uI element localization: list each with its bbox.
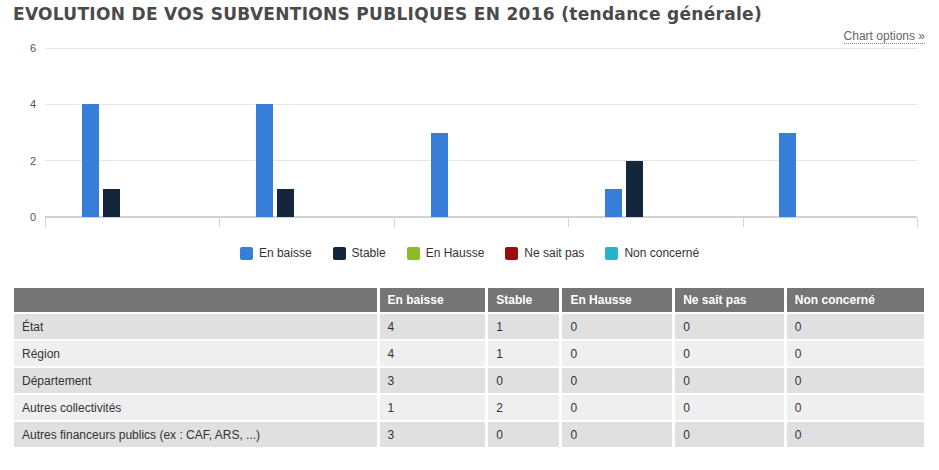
row-label: Département <box>14 368 377 395</box>
y-axis-label-4: 4 <box>14 98 36 110</box>
cell-value: 1 <box>377 395 486 422</box>
table-header-row: En baisseStableEn HausseNe sait pasNon c… <box>14 288 924 314</box>
row-label: Autres financeurs publics (ex : CAF, ARS… <box>14 422 377 449</box>
cell-value: 0 <box>672 422 784 449</box>
legend-label: Stable <box>352 246 386 260</box>
cell-value: 0 <box>672 395 784 422</box>
legend-swatch-icon <box>333 247 346 260</box>
cell-value: 0 <box>559 314 672 341</box>
bar-en-baisse-cat1[interactable] <box>82 104 99 217</box>
row-label: Région <box>14 341 377 368</box>
cell-value: 0 <box>485 368 559 395</box>
gridline-y-4 <box>45 104 917 105</box>
bar-en-baisse-cat5[interactable] <box>779 133 796 218</box>
bar-en-baisse-cat4[interactable] <box>605 189 622 217</box>
x-axis-tick <box>394 218 395 227</box>
x-axis-tick <box>219 218 220 227</box>
cell-value: 2 <box>485 395 559 422</box>
cell-value: 0 <box>784 422 924 449</box>
legend-item-en-baisse[interactable]: En baisse <box>240 246 312 260</box>
cell-value: 1 <box>485 314 559 341</box>
table-header-empty <box>14 288 377 314</box>
cell-value: 0 <box>784 368 924 395</box>
cell-value: 3 <box>377 368 486 395</box>
table-row: État41000 <box>14 314 924 341</box>
legend-swatch-icon <box>240 247 253 260</box>
legend-swatch-icon <box>605 247 618 260</box>
bar-stable-cat2[interactable] <box>277 189 294 217</box>
table-header-non-concern-: Non concerné <box>784 288 924 314</box>
y-axis-label-0: 0 <box>14 211 36 223</box>
bar-en-baisse-cat2[interactable] <box>256 104 273 217</box>
legend-item-ne-sait-pas[interactable]: Ne sait pas <box>505 246 584 260</box>
y-axis-label-2: 2 <box>14 155 36 167</box>
table-row: Autres financeurs publics (ex : CAF, ARS… <box>14 422 924 449</box>
legend-label: En Hausse <box>426 246 485 260</box>
legend-label: Non concerné <box>624 246 699 260</box>
legend-item-en-hausse[interactable]: En Hausse <box>407 246 485 260</box>
table-header-en-baisse: En baisse <box>377 288 486 314</box>
table-header-en-hausse: En Hausse <box>559 288 672 314</box>
cell-value: 0 <box>559 368 672 395</box>
x-axis-tick <box>45 218 46 227</box>
y-axis-label-6: 6 <box>14 42 36 54</box>
cell-value: 0 <box>784 395 924 422</box>
cell-value: 0 <box>672 314 784 341</box>
gridline-y-6 <box>45 48 917 49</box>
cell-value: 1 <box>485 341 559 368</box>
x-axis-tick <box>568 218 569 227</box>
legend-item-non-concern-[interactable]: Non concerné <box>605 246 699 260</box>
legend-label: En baisse <box>259 246 312 260</box>
cell-value: 4 <box>377 341 486 368</box>
table-row: Département30000 <box>14 368 924 395</box>
cell-value: 0 <box>559 422 672 449</box>
table-row: Autres collectivités12000 <box>14 395 924 422</box>
table-header-ne-sait-pas: Ne sait pas <box>672 288 784 314</box>
row-label: État <box>14 314 377 341</box>
cell-value: 0 <box>784 314 924 341</box>
results-table: En baisseStableEn HausseNe sait pasNon c… <box>14 288 924 449</box>
legend-swatch-icon <box>505 247 518 260</box>
bar-en-baisse-cat3[interactable] <box>431 133 448 218</box>
table-header-stable: Stable <box>485 288 559 314</box>
bar-stable-cat4[interactable] <box>626 161 643 217</box>
table-row: Région41000 <box>14 341 924 368</box>
x-axis-tick <box>917 218 918 227</box>
cell-value: 0 <box>485 422 559 449</box>
cell-value: 0 <box>784 341 924 368</box>
cell-value: 4 <box>377 314 486 341</box>
chart-legend: En baisse Stable En Hausse Ne sait pas Non c… <box>0 243 939 263</box>
column-chart: 0 2 4 6 <box>0 0 939 240</box>
cell-value: 0 <box>672 341 784 368</box>
legend-swatch-icon <box>407 247 420 260</box>
cell-value: 0 <box>559 341 672 368</box>
legend-label: Ne sait pas <box>524 246 584 260</box>
x-axis-tick <box>743 218 744 227</box>
cell-value: 0 <box>559 395 672 422</box>
bar-stable-cat1[interactable] <box>103 189 120 217</box>
cell-value: 0 <box>672 368 784 395</box>
survey-chart-page: EVOLUTION DE VOS SUBVENTIONS PUBLIQUES E… <box>0 0 939 470</box>
row-label: Autres collectivités <box>14 395 377 422</box>
legend-item-stable[interactable]: Stable <box>333 246 386 260</box>
cell-value: 3 <box>377 422 486 449</box>
